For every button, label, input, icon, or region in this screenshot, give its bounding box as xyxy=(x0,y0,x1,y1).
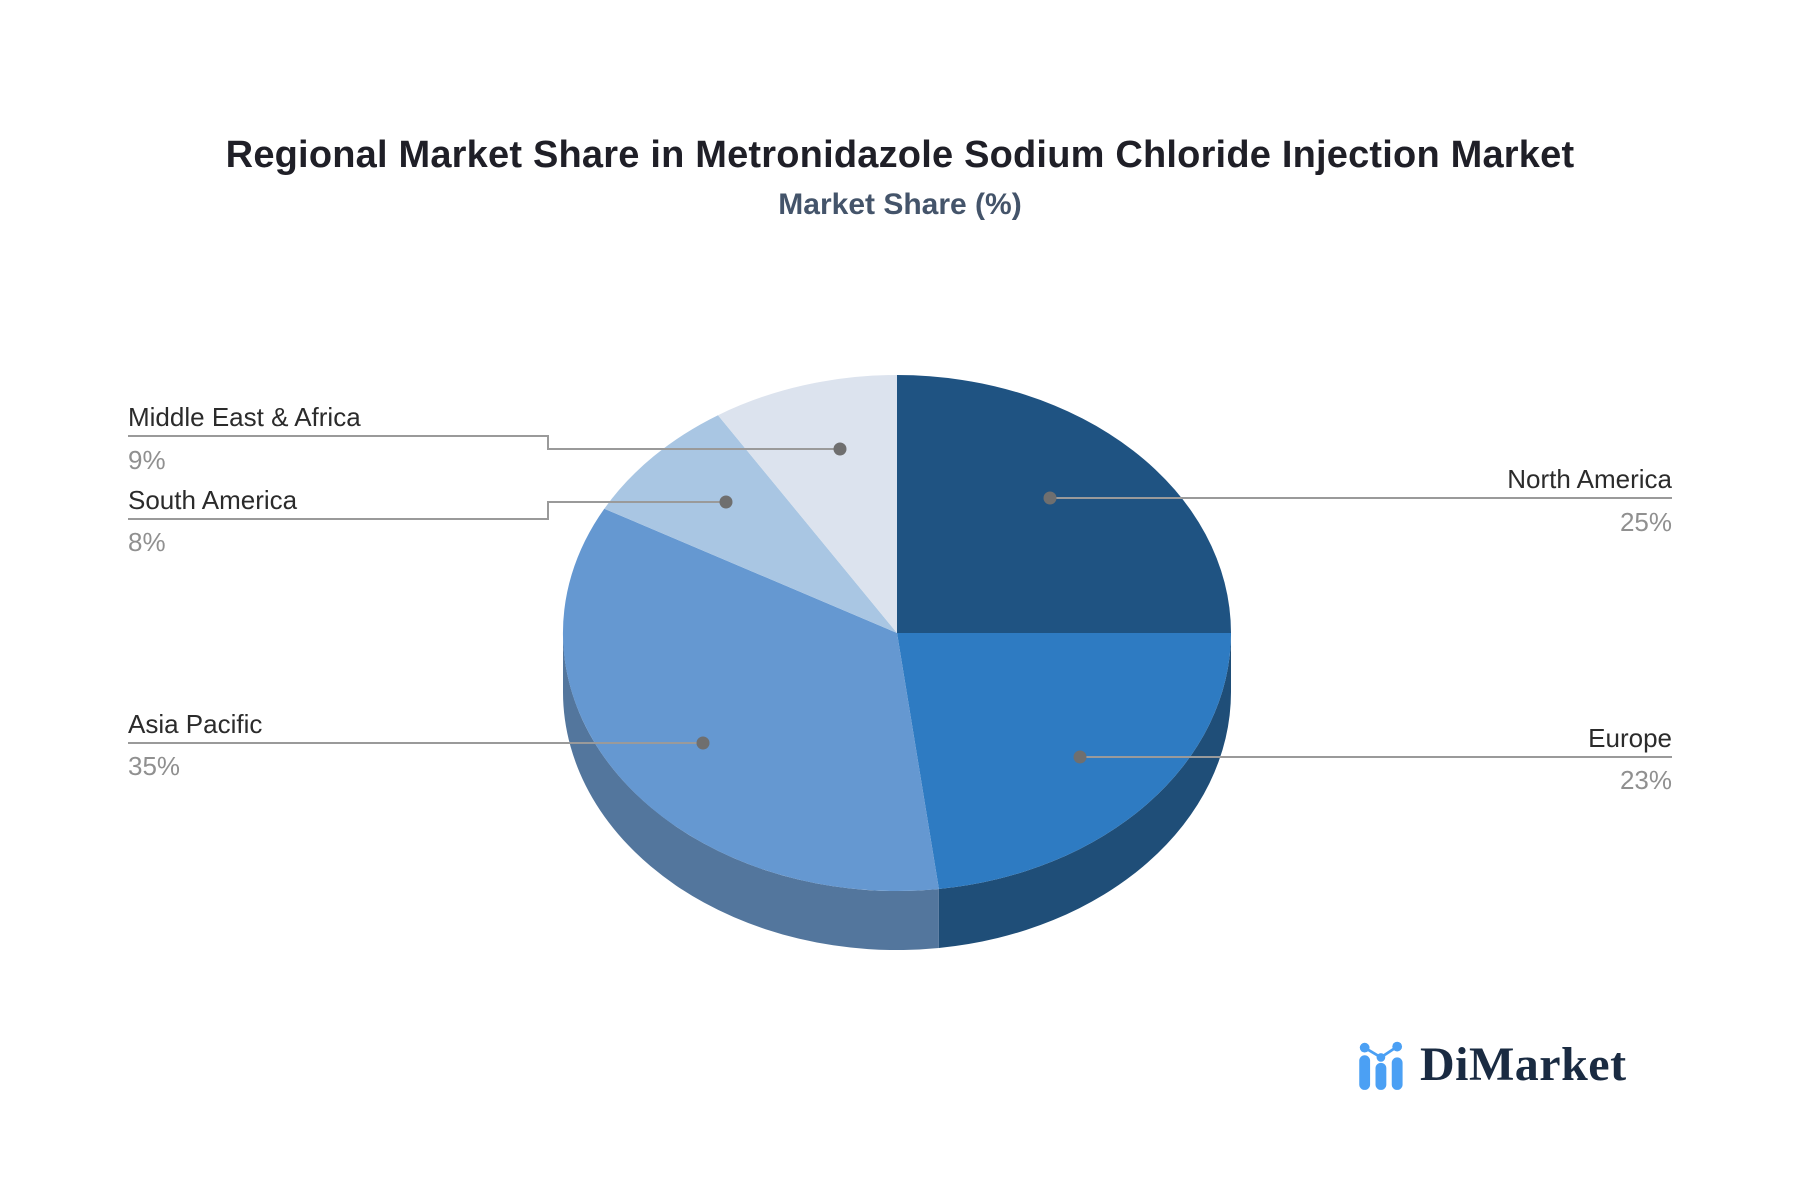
leader-dot-asia-pacific xyxy=(696,736,710,750)
pie-slice-south-america[interactable] xyxy=(604,415,897,633)
slice-label-north-america: North America xyxy=(1507,464,1672,494)
leader-line-south-america xyxy=(128,501,726,520)
slice-label-europe: Europe xyxy=(1588,723,1672,753)
slice-pct-south-america: 8% xyxy=(128,527,166,557)
bar-line-chart-icon xyxy=(1359,1041,1403,1090)
slice-pct-north-america: 25% xyxy=(1619,507,1672,537)
logo-text: DiMarket xyxy=(1420,1038,1627,1091)
chart-title: Regional Market Share in Metronidazole S… xyxy=(225,134,1575,176)
pie-slice-middle-east-africa[interactable] xyxy=(718,375,897,633)
logo: DiMarket xyxy=(1356,1038,1627,1092)
slice-label-asia-pacific: Asia Pacific xyxy=(128,709,263,739)
pie-slice-north-america[interactable] xyxy=(897,375,1231,633)
chart-subtitle: Market Share (%) xyxy=(778,188,1022,221)
slice-label-south-america: South America xyxy=(128,485,298,515)
slice-pct-asia-pacific: 35% xyxy=(128,751,181,781)
pie-depth-europe xyxy=(938,633,1232,948)
slice-label-middle-east-africa: Middle East & Africa xyxy=(128,402,361,432)
leader-dot-middle-east-africa xyxy=(833,442,847,456)
pie-slice-europe[interactable] xyxy=(897,633,1232,889)
leader-dot-europe xyxy=(1073,750,1087,764)
slice-pct-middle-east-africa: 9% xyxy=(128,445,166,475)
leader-line-middle-east-africa xyxy=(128,435,840,450)
pie-slice-asia-pacific[interactable] xyxy=(562,508,939,892)
pie-depth-asia-pacific xyxy=(563,633,939,951)
leader-dot-north-america xyxy=(1043,491,1057,505)
slice-pct-europe: 23% xyxy=(1619,765,1672,795)
leader-dot-south-america xyxy=(719,495,733,509)
